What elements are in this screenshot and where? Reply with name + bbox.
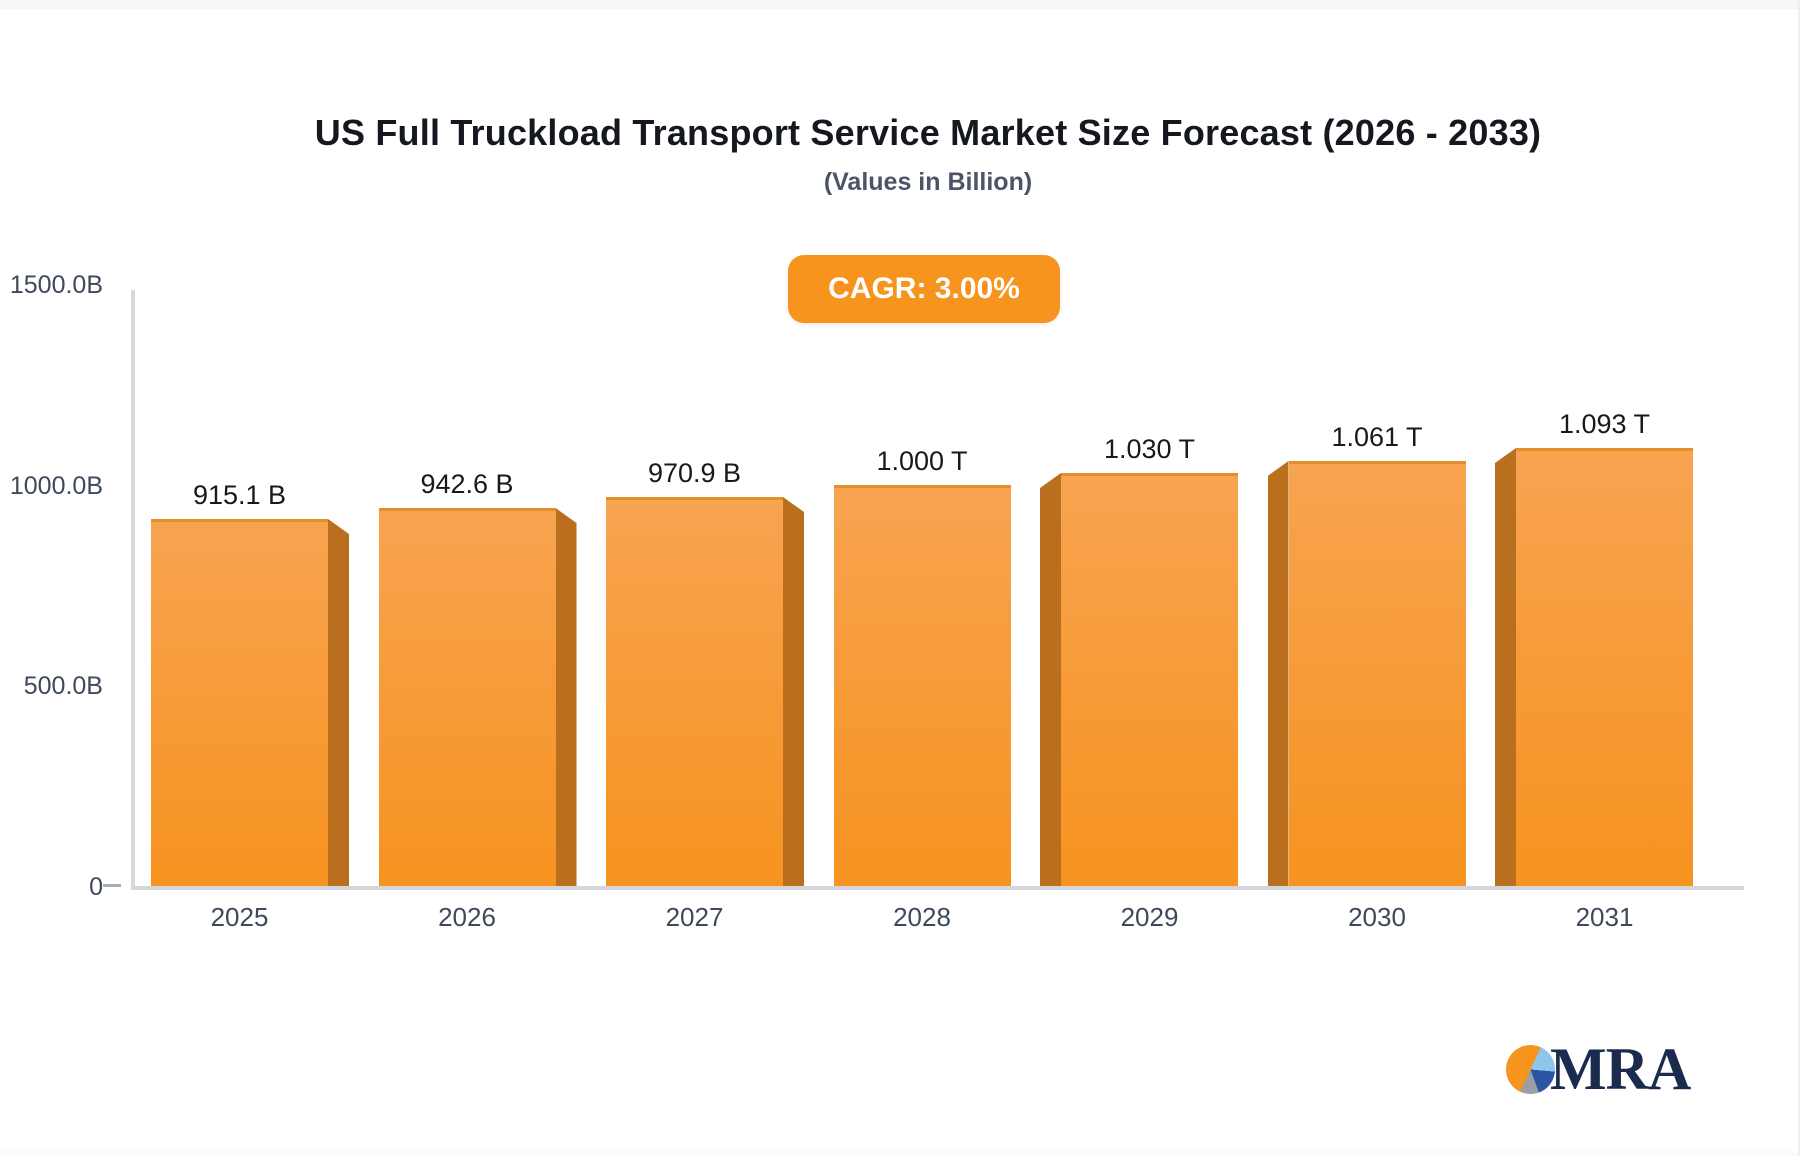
zero-tick-mark — [103, 884, 121, 887]
right-edge-border — [1798, 0, 1800, 1156]
y-axis-tick-label: 500.0B — [23, 672, 103, 700]
y-axis-tick-label: 0 — [89, 873, 103, 901]
pie-chart-icon — [1506, 1045, 1555, 1094]
x-axis-label-2031: 2031 — [1575, 902, 1634, 932]
y-axis-line — [131, 290, 135, 890]
bar-3d-side — [1267, 461, 1289, 886]
bar-3d-side — [1495, 448, 1516, 886]
bottom-edge-strip — [0, 1151, 1800, 1156]
bar-2025 — [151, 519, 328, 886]
chart-title: US Full Truckload Transport Service Mark… — [314, 112, 1542, 153]
y-axis-tick-label: 1000.0B — [9, 472, 103, 500]
x-axis-label-2025: 2025 — [210, 902, 269, 932]
x-axis-line — [131, 886, 1744, 890]
x-axis-label-2029: 2029 — [1120, 902, 1179, 932]
bar-2028 — [833, 485, 1011, 886]
bar-2029 — [1061, 473, 1238, 886]
bar-value-label: 915.1 B — [192, 480, 287, 510]
x-axis-label-2028: 2028 — [893, 902, 951, 932]
y-axis-tick-label: 1500.0B — [9, 271, 103, 299]
bar-2026 — [378, 508, 556, 886]
bar-3d-side — [1040, 473, 1061, 886]
x-axis-label-2027: 2027 — [665, 902, 724, 932]
bar-2027 — [606, 497, 783, 886]
bar-value-label: 1.000 T — [876, 446, 968, 476]
chart-subtitle: (Values in Billion) — [823, 168, 1033, 196]
x-axis-label-2026: 2026 — [438, 902, 496, 932]
bar-3d-side — [555, 508, 577, 886]
bar-3d-side — [783, 497, 804, 886]
bar-2031 — [1516, 448, 1693, 886]
top-edge-strip — [0, 0, 1800, 9]
bar-2030 — [1288, 461, 1466, 886]
bar-value-label: 970.9 B — [647, 458, 742, 488]
bar-value-label: 1.030 T — [1103, 434, 1196, 464]
x-axis-label-2030: 2030 — [1348, 902, 1406, 932]
bar-value-label: 1.093 T — [1558, 409, 1651, 439]
bar-value-label: 942.6 B — [420, 469, 514, 499]
mra-logo: MRA — [1506, 1036, 1706, 1102]
mra-logo-text: MRA — [1550, 1036, 1691, 1102]
bar-3d-side — [328, 519, 349, 886]
cagr-badge: CAGR: 3.00% — [788, 255, 1060, 323]
bar-value-label: 1.061 T — [1331, 422, 1423, 452]
